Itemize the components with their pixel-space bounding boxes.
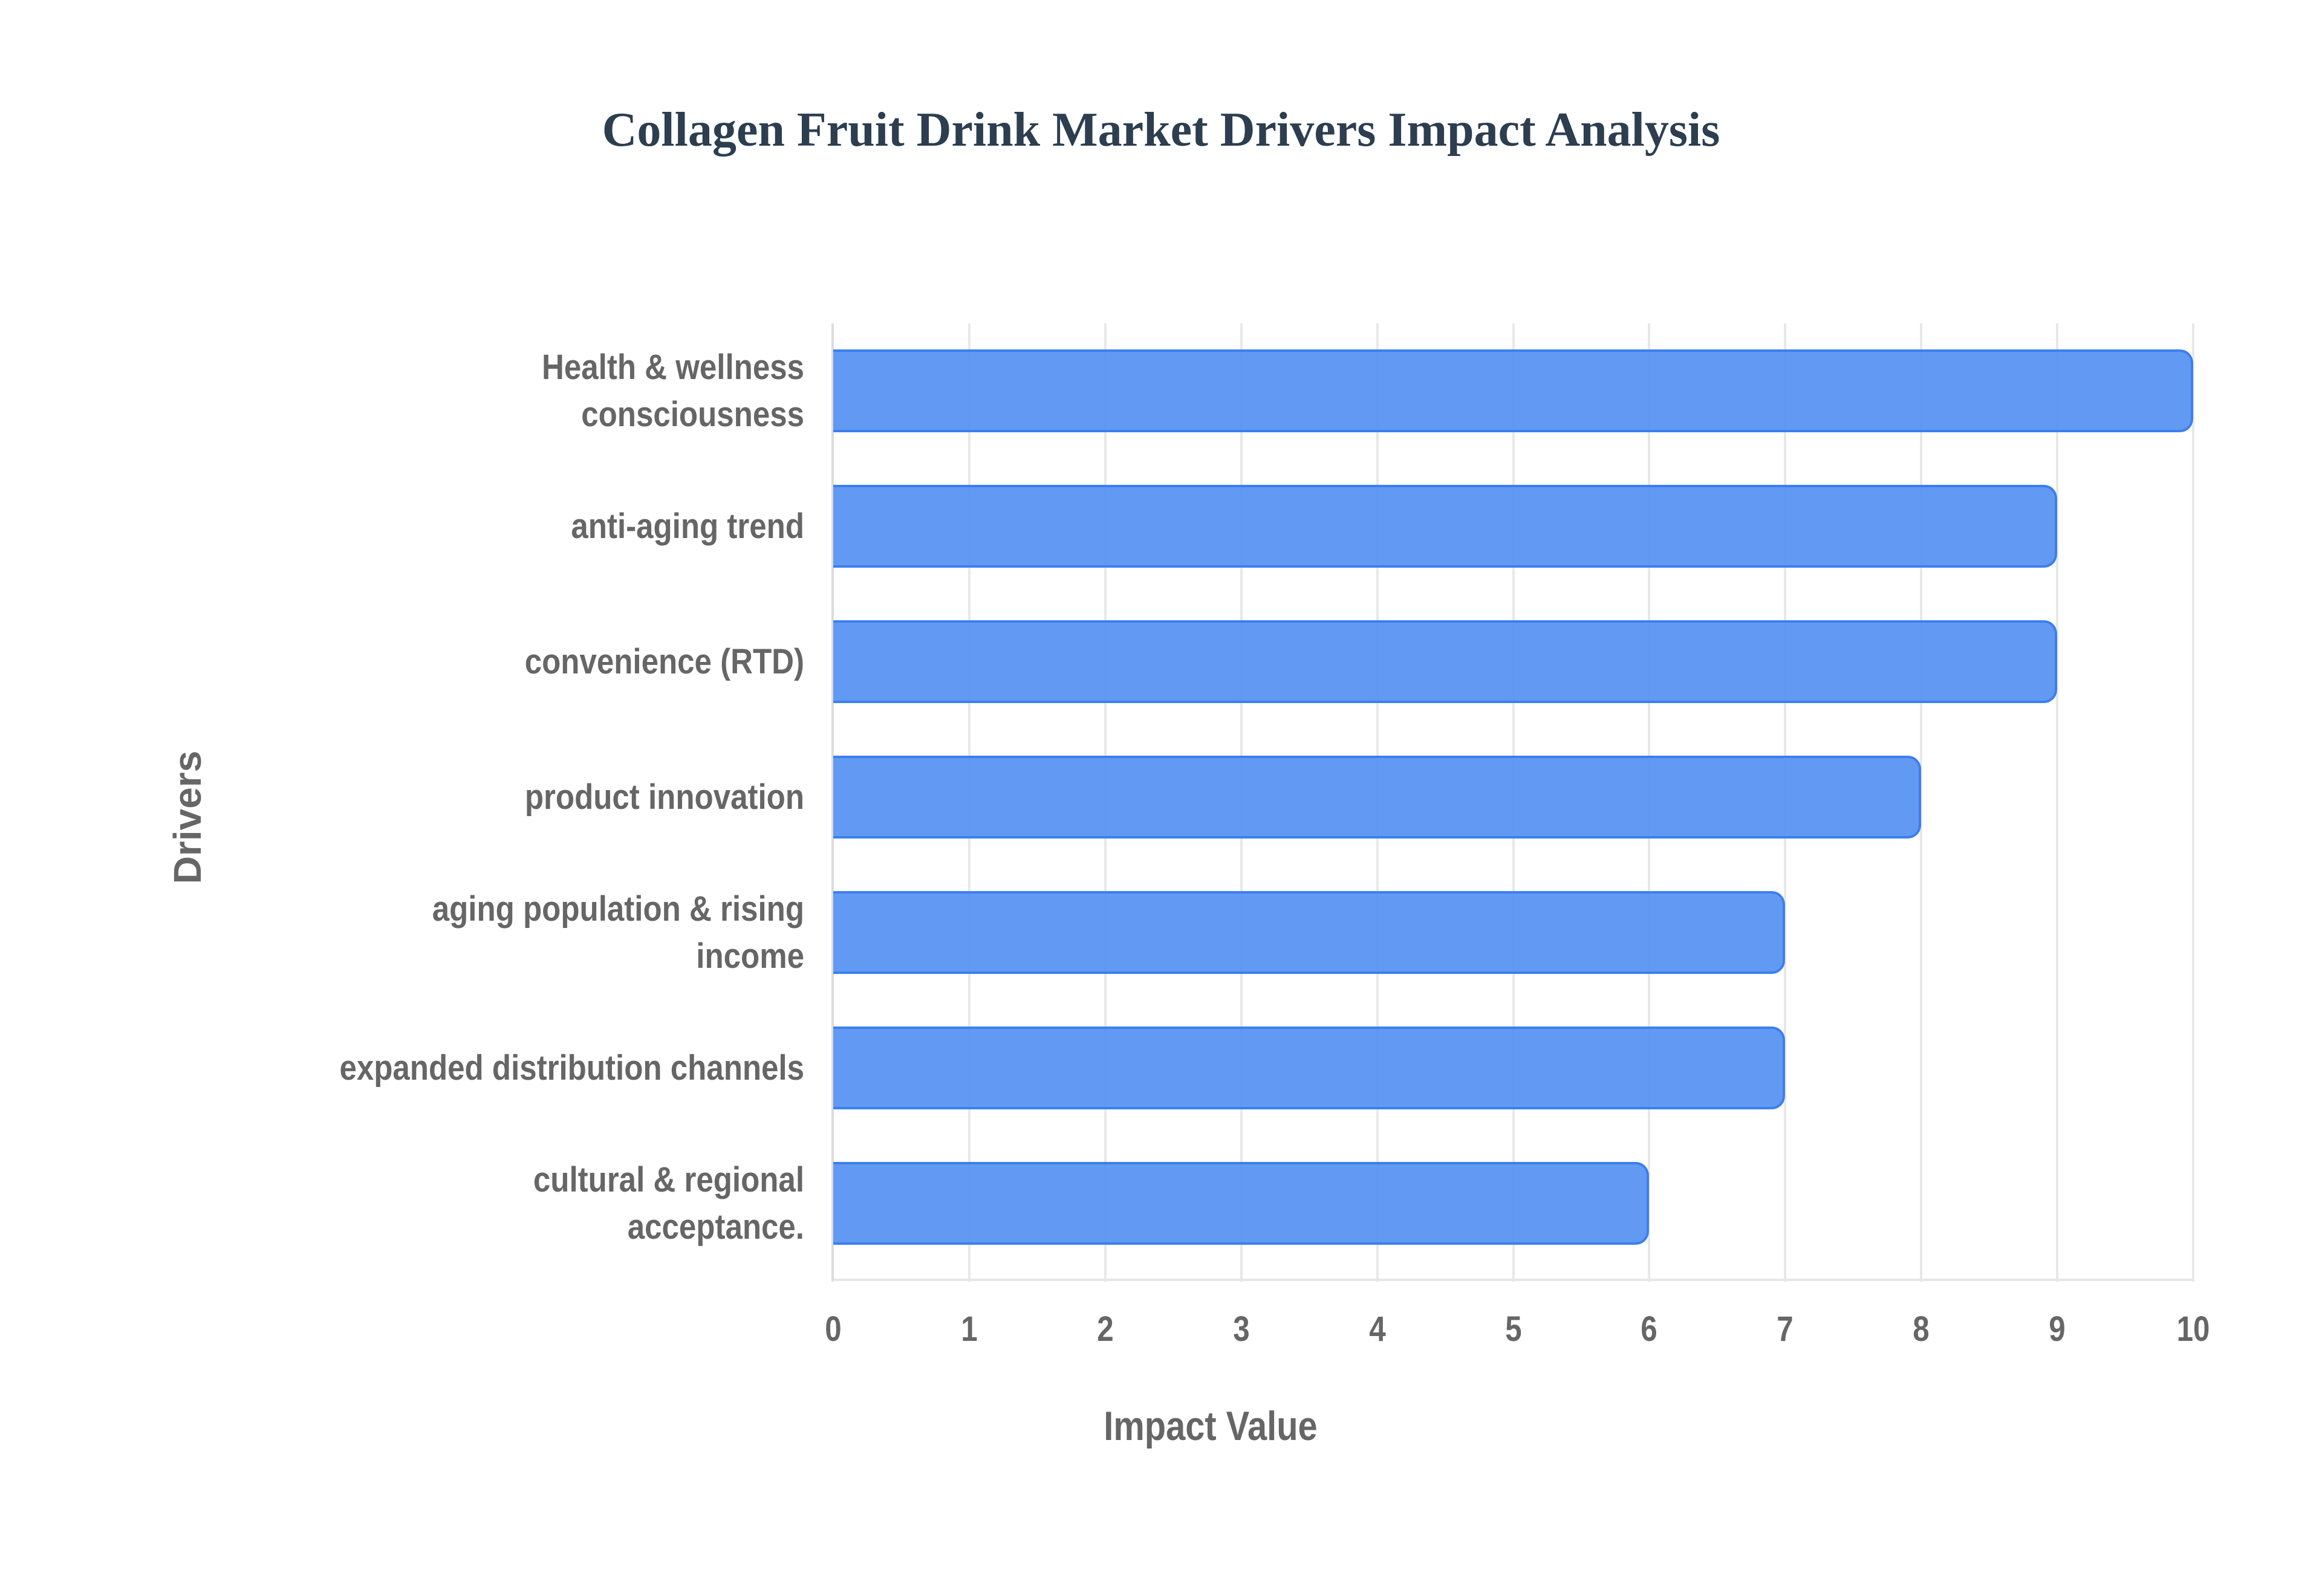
gridline: [2192, 323, 2194, 1282]
x-axis-tick-label: 4: [1368, 1309, 1386, 1349]
y-axis-category-label: aging population & rising income: [432, 889, 804, 976]
bar[interactable]: [833, 620, 2058, 703]
x-axis-tick-label: 3: [1232, 1309, 1250, 1349]
y-axis-category-label: Health & wellness consciousness: [542, 347, 804, 434]
x-axis-title: Impact Value: [1104, 1403, 1318, 1449]
chart-title: Collagen Fruit Drink Market Drivers Impa…: [602, 103, 1720, 157]
bar[interactable]: [833, 756, 1922, 839]
x-axis-tick-label: 2: [1097, 1309, 1114, 1349]
y-axis-category-label: cultural & regional acceptance.: [533, 1160, 804, 1247]
gridline: [1920, 323, 1923, 1282]
bar[interactable]: [833, 1162, 1650, 1245]
x-axis-tick-label: 8: [1913, 1309, 1930, 1349]
bar[interactable]: [833, 1027, 1786, 1109]
x-axis-tick-label: 6: [1641, 1309, 1658, 1349]
y-axis-category-label: anti-aging trend: [571, 506, 804, 546]
bar[interactable]: [833, 349, 2193, 432]
x-axis-tick-label: 7: [1777, 1309, 1794, 1349]
x-axis-tick-label: 0: [825, 1309, 842, 1349]
y-axis-line: [831, 323, 834, 1282]
plot-area: [831, 323, 2194, 1282]
y-axis-title: Drivers: [166, 750, 209, 884]
y-axis-category-label: product innovation: [524, 777, 804, 817]
x-axis-tick-label: 5: [1504, 1309, 1522, 1349]
x-axis-tick-label: 10: [2176, 1309, 2210, 1349]
x-axis-tick-label: 9: [2049, 1309, 2066, 1349]
bar[interactable]: [833, 891, 1786, 974]
gridline: [2056, 323, 2059, 1282]
x-axis-tick-label: 1: [961, 1309, 978, 1349]
y-axis-category-label: convenience (RTD): [524, 641, 804, 681]
y-axis-category-label: expanded distribution channels: [339, 1048, 804, 1088]
bar[interactable]: [833, 485, 2058, 568]
